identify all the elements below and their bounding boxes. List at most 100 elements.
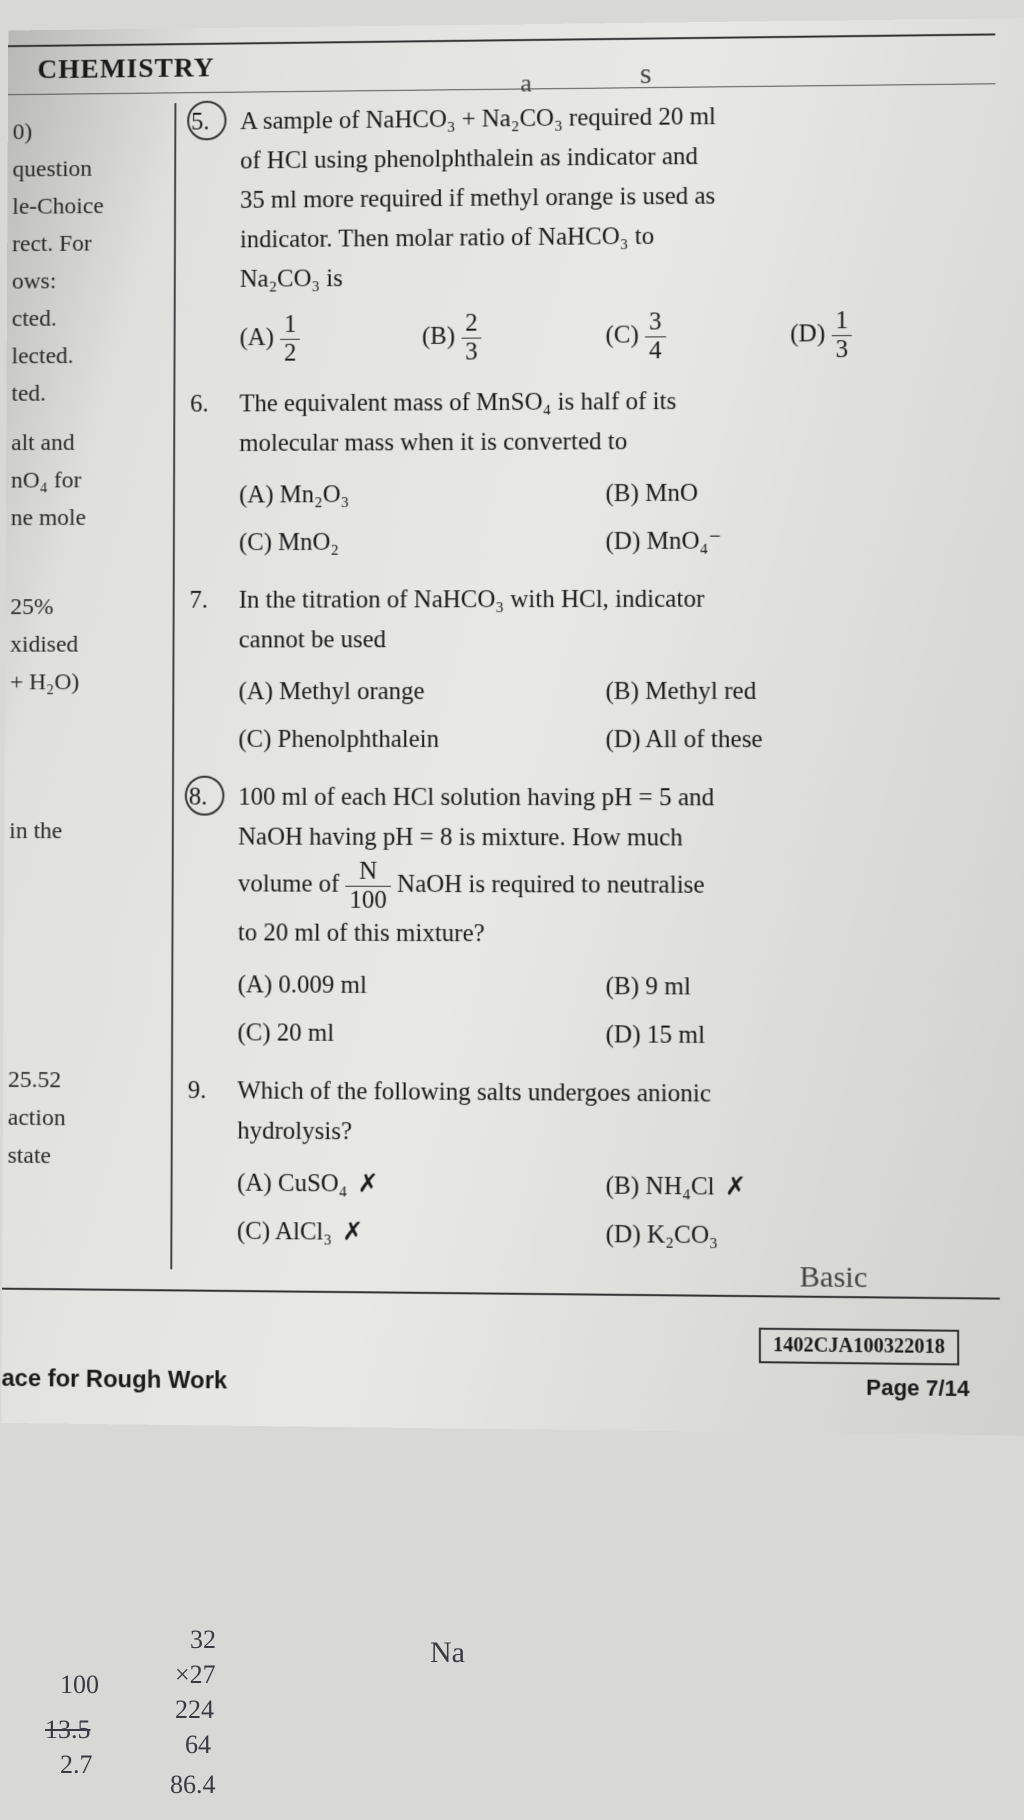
question-body: In the titration of NaHCO₃ with HCl, ind… xyxy=(238,579,977,760)
q-line: NaOH having pH = 8 is mixture. How much xyxy=(238,824,683,852)
handwriting-calc: 224 xyxy=(175,1695,214,1725)
handwriting-basic: Basic xyxy=(800,1260,868,1295)
question-body: The equivalent mass of MnSO₄ is half of … xyxy=(239,380,977,563)
question-6: 6. The equivalent mass of MnSO₄ is half … xyxy=(190,380,977,563)
option-d: (D) 15 ml xyxy=(606,1015,979,1057)
frac-num: 1 xyxy=(280,311,300,339)
opt-text: (C) AlCl₃ xyxy=(237,1218,332,1246)
handwriting-calc: 86.4 xyxy=(170,1770,216,1800)
left-column: 0) question le-Choice rect. For ows: cte… xyxy=(2,103,169,1269)
opt-text: (B) NH₄Cl xyxy=(606,1172,715,1200)
option-a: (A) 0.009 ml xyxy=(238,965,606,1007)
handwriting-calc: 100 xyxy=(60,1670,99,1700)
question-text: In the titration of NaHCO₃ with HCl, ind… xyxy=(239,579,978,660)
q-line: molecular mass when it is converted to xyxy=(239,428,627,457)
option-c: (C) MnO₂ xyxy=(239,522,606,563)
question-body: A sample of NaHCO₃ + Na₂CO₃ required 20 … xyxy=(240,94,977,366)
opt-label: (A) xyxy=(240,324,274,351)
q-line: Which of the following salts undergoes a… xyxy=(237,1077,711,1107)
frac-den: 4 xyxy=(645,337,666,365)
header-row: CHEMISTRY xyxy=(8,33,995,95)
paper-code: 1402CJA100322018 xyxy=(759,1328,959,1366)
left-text: alt and xyxy=(11,425,168,461)
handwriting-calc: 32 xyxy=(190,1625,216,1655)
cross-mark: ✗ xyxy=(358,1170,379,1197)
question-body: Which of the following salts undergoes a… xyxy=(237,1071,979,1258)
option-c: (C) AlCl₃ ✗ xyxy=(237,1212,606,1256)
handwriting-calc: 2.7 xyxy=(60,1750,93,1780)
option-c: (C) 20 ml xyxy=(237,1013,605,1055)
cross-mark: ✗ xyxy=(342,1219,363,1246)
option-a: (A) Mn₂O₃ xyxy=(239,474,605,515)
options: (A) 0.009 ml (B) 9 ml (C) 20 ml (D) 15 m… xyxy=(237,965,978,1057)
left-text: ted. xyxy=(11,375,168,411)
question-8: 8. 100 ml of each HCl solution having pH… xyxy=(188,778,979,1058)
question-number: 8. xyxy=(188,778,238,1054)
left-text: le-Choice xyxy=(12,188,169,225)
left-text: lected. xyxy=(11,338,168,375)
left-text: in the xyxy=(9,813,167,849)
left-text: state xyxy=(8,1138,166,1175)
q-line: to 20 ml of this mixture? xyxy=(238,919,485,947)
left-text: question xyxy=(12,150,169,187)
left-text: 0) xyxy=(13,113,170,150)
option-d: (D) All of these xyxy=(606,720,978,760)
question-text: 100 ml of each HCl solution having pH = … xyxy=(238,778,978,957)
frac-den: 2 xyxy=(280,339,300,366)
options: (A) CuSO₄ ✗ (B) NH₄Cl ✗ (C) AlCl₃ ✗ (D) … xyxy=(237,1164,979,1259)
opt-text: (A) CuSO₄ xyxy=(237,1170,347,1198)
question-number: 5. xyxy=(190,102,240,367)
q-line: of HCl using phenolphthalein as indicato… xyxy=(240,143,698,174)
frac-den: 100 xyxy=(346,886,391,914)
q-line: NaOH is required to neutralise xyxy=(397,871,705,899)
left-text: 25% xyxy=(10,589,168,625)
option-b: (B) NH₄Cl ✗ xyxy=(606,1166,979,1210)
option-b: (B) MnO xyxy=(606,473,977,515)
q-line: In the titration of NaHCO₃ with HCl, ind… xyxy=(239,586,705,614)
rough-text: ace for Rough Work xyxy=(1,1365,227,1395)
handwriting-a: a xyxy=(520,69,531,99)
opt-label: (D) xyxy=(790,320,825,347)
options: (A) 12 (B) 23 (C) 3 4 (D) xyxy=(240,306,977,367)
question-number: 7. xyxy=(189,581,239,760)
option-c: (C) Phenolphthalein xyxy=(238,720,605,760)
page-container: CHEMISTRY 0) question le-Choice rect. Fo… xyxy=(1,18,1024,1436)
handwriting-calc: ×27 xyxy=(175,1660,216,1690)
q-line: 35 ml more required if methyl orange is … xyxy=(240,183,715,214)
content-row: 0) question le-Choice rect. For ows: cte… xyxy=(2,94,1000,1277)
option-d: (D) K₂CO₃ xyxy=(606,1215,980,1259)
question-text: A sample of NaHCO₃ + Na₂CO₃ required 20 … xyxy=(240,94,976,299)
question-text: Which of the following salts undergoes a… xyxy=(237,1071,979,1157)
q-line: The equivalent mass of MnSO₄ is half of … xyxy=(239,388,676,417)
option-d: (D) 13 xyxy=(790,306,976,363)
options: (A) Methyl orange (B) Methyl red (C) Phe… xyxy=(238,672,977,761)
column-divider xyxy=(170,103,176,1269)
q-line: 100 ml of each HCl solution having pH = … xyxy=(238,784,714,812)
subject-title: CHEMISTRY xyxy=(8,53,215,87)
option-b: (B) Methyl red xyxy=(606,672,978,712)
question-5: 5. A sample of NaHCO₃ + Na₂CO₃ required … xyxy=(190,94,976,367)
left-text: nO₄ for xyxy=(11,462,168,498)
left-text: + H₂O) xyxy=(10,664,168,700)
handwriting-calc: 64 xyxy=(185,1730,211,1760)
handwriting-calc: 13.5 xyxy=(45,1715,91,1745)
rough-work-label: ace for Rough Work Page 7/14 xyxy=(1,1365,1000,1405)
q-line: A sample of NaHCO₃ + Na₂CO₃ required 20 … xyxy=(240,103,716,135)
left-text: action xyxy=(8,1100,166,1137)
question-number: 9. xyxy=(187,1071,237,1252)
left-text: ows: xyxy=(12,263,169,300)
left-text: xidised xyxy=(10,627,168,663)
opt-label: (C) xyxy=(606,321,639,348)
frac-num: N xyxy=(346,858,391,887)
handwriting-na: Na xyxy=(430,1636,465,1670)
q-line: hydrolysis? xyxy=(237,1117,352,1145)
left-text: ne mole xyxy=(11,500,168,536)
left-text: cted. xyxy=(12,300,169,337)
question-7: 7. In the titration of NaHCO₃ with HCl, … xyxy=(189,579,978,760)
left-text: rect. For xyxy=(12,225,169,262)
question-text: The equivalent mass of MnSO₄ is half of … xyxy=(239,380,976,464)
option-b: (B) 23 xyxy=(422,309,606,366)
frac-den: 3 xyxy=(461,338,481,365)
handwriting-s: s xyxy=(640,57,652,91)
question-body: 100 ml of each HCl solution having pH = … xyxy=(237,778,978,1058)
